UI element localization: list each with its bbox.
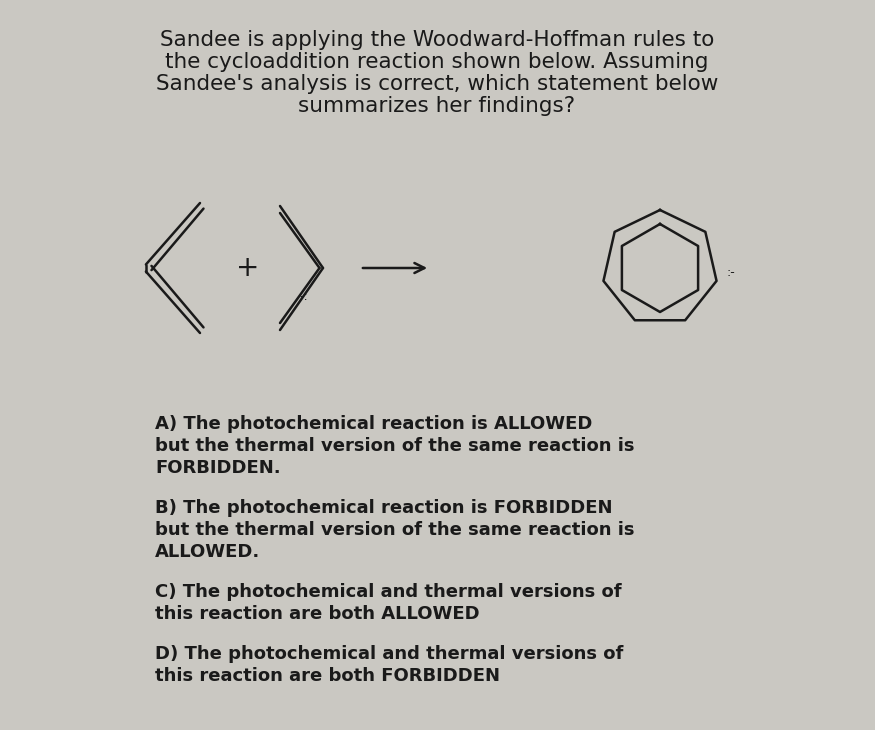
Text: this reaction are both ALLOWED: this reaction are both ALLOWED <box>155 605 480 623</box>
Text: B) The photochemical reaction is FORBIDDEN: B) The photochemical reaction is FORBIDD… <box>155 499 612 517</box>
Text: the cycloaddition reaction shown below. Assuming: the cycloaddition reaction shown below. … <box>165 52 709 72</box>
Text: Sandee is applying the Woodward-Hoffman rules to: Sandee is applying the Woodward-Hoffman … <box>160 30 714 50</box>
Text: but the thermal version of the same reaction is: but the thermal version of the same reac… <box>155 521 634 539</box>
Text: FORBIDDEN.: FORBIDDEN. <box>155 459 281 477</box>
Text: summarizes her findings?: summarizes her findings? <box>298 96 576 116</box>
Text: but the thermal version of the same reaction is: but the thermal version of the same reac… <box>155 437 634 455</box>
Text: ALLOWED.: ALLOWED. <box>155 543 260 561</box>
Text: C) The photochemical and thermal versions of: C) The photochemical and thermal version… <box>155 583 621 601</box>
Text: +: + <box>236 254 260 282</box>
Text: D) The photochemical and thermal versions of: D) The photochemical and thermal version… <box>155 645 623 663</box>
Text: -:: -: <box>299 290 308 303</box>
Text: Sandee's analysis is correct, which statement below: Sandee's analysis is correct, which stat… <box>156 74 718 94</box>
Text: A) The photochemical reaction is ALLOWED: A) The photochemical reaction is ALLOWED <box>155 415 592 433</box>
Text: this reaction are both FORBIDDEN: this reaction are both FORBIDDEN <box>155 667 500 685</box>
Text: :-: :- <box>726 266 735 280</box>
